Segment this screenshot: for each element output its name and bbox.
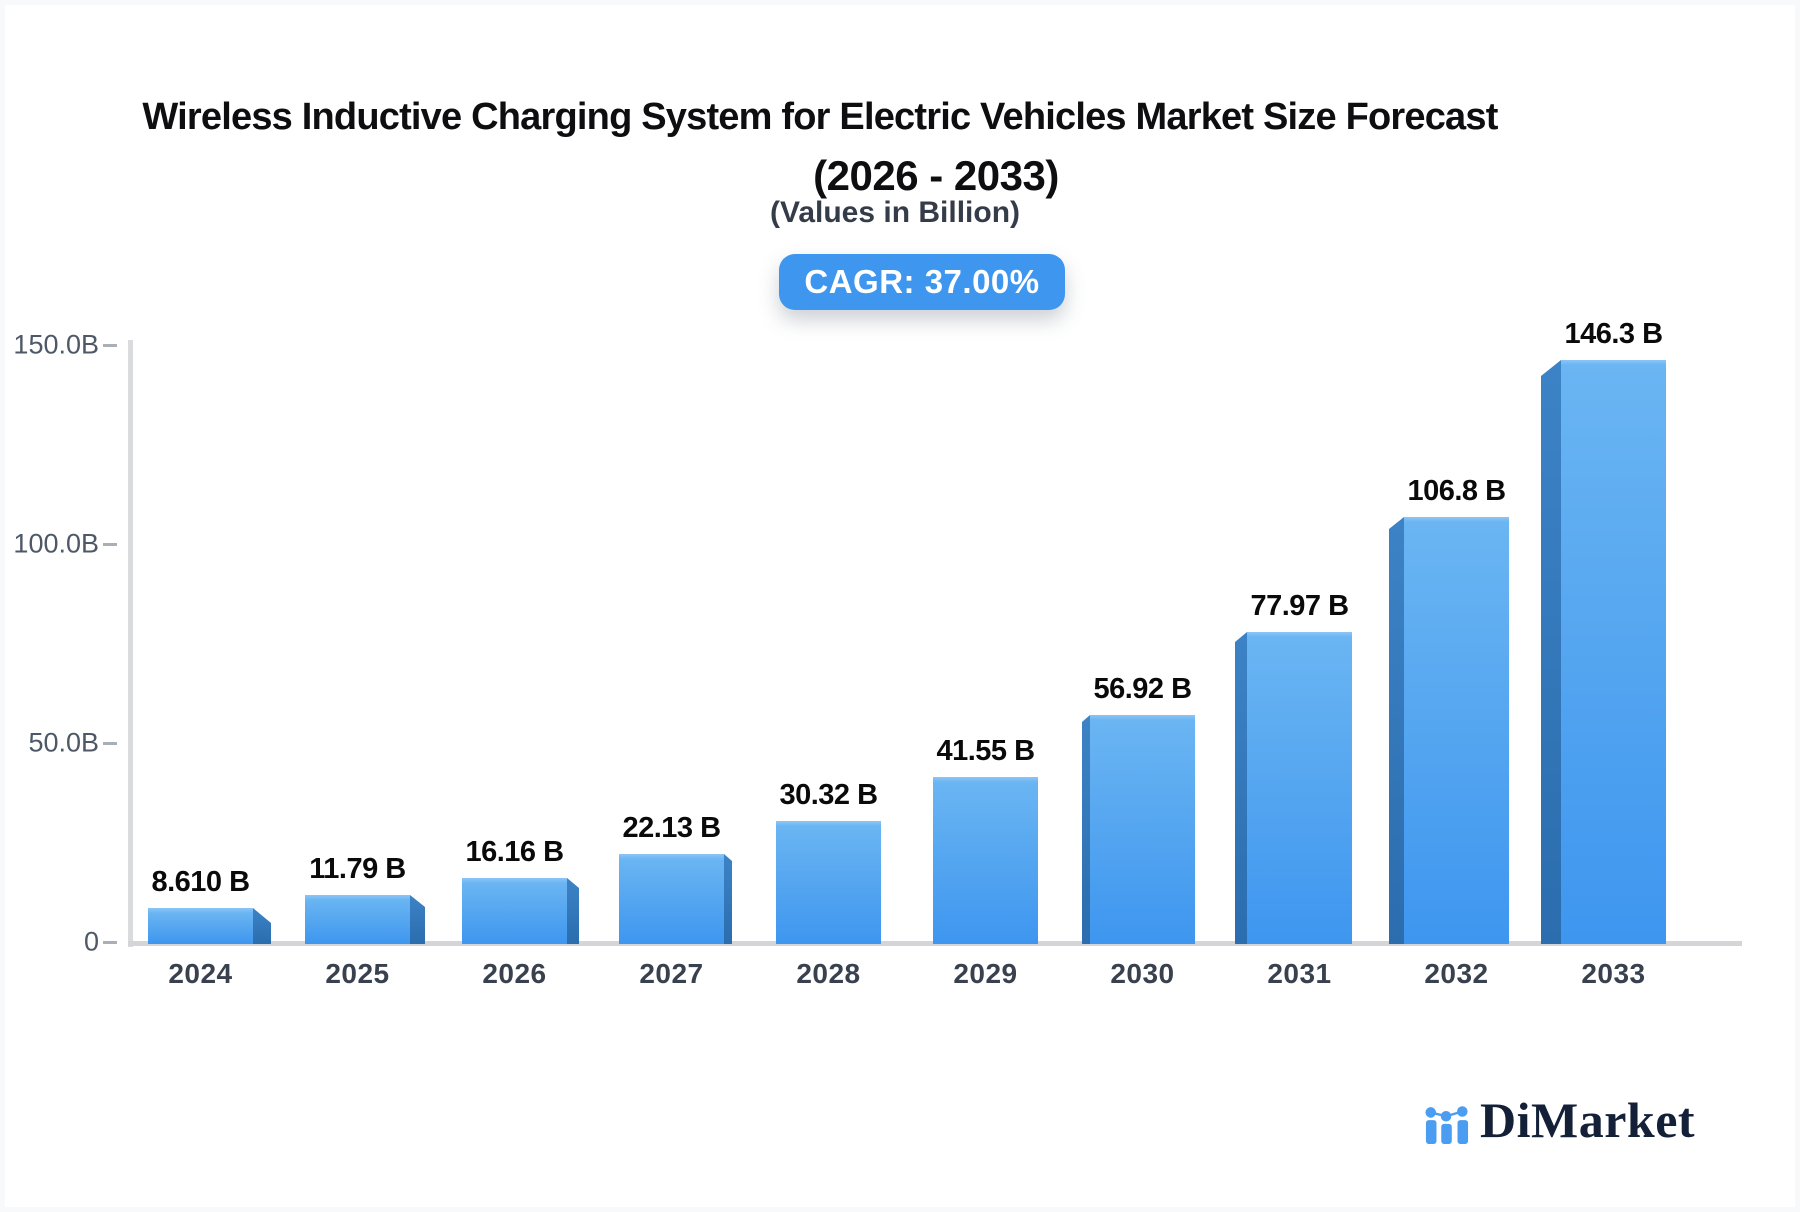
bar-3d-side [1541,360,1561,944]
x-axis-label-2032: 2032 [1424,958,1489,989]
bar-3d-side [1235,632,1247,944]
x-axis-label-2025: 2025 [325,958,390,989]
chart-title-line1: Wireless Inductive Charging System for E… [142,96,1498,138]
bar-2027 [619,854,724,944]
bar-3d-side [567,878,579,944]
x-axis-label-2026: 2026 [482,958,547,989]
chart-subtitle: (Values in Billion) [769,196,1021,229]
bar-3d-side [410,895,425,944]
bar-value-label: 41.55 B [936,735,1035,767]
bar-value-label: 22.13 B [622,812,721,844]
bar-2032 [1404,517,1509,944]
bar-2029 [933,777,1038,944]
brand-name: DiMarket [1480,1092,1696,1148]
cagr-badge: CAGR: 37.00% [779,254,1065,310]
y-axis-label: 50.0B [28,727,99,758]
bar-3d-side [1389,517,1404,944]
bar-2030 [1090,715,1195,944]
bar-2024 [148,908,253,944]
x-axis-label-2033: 2033 [1581,958,1646,989]
bar-2026 [462,878,567,944]
chart-title-line2: (2026 - 2033) [813,152,1059,199]
bar-3d-side [253,908,271,944]
bar-2028 [776,821,881,944]
y-axis-tick-mark [103,543,117,546]
y-axis-tick-mark [103,941,117,944]
x-axis-label-2028: 2028 [796,958,861,989]
y-axis-line [128,340,133,947]
bar-3d-side [724,854,732,944]
x-axis-label-2027: 2027 [639,958,704,989]
bar-value-label: 146.3 B [1564,318,1663,350]
bar-2033 [1561,360,1666,944]
y-axis-tick-mark [103,344,117,347]
bar-value-label: 106.8 B [1407,475,1506,507]
brand-logo: DiMarket [1424,1092,1696,1148]
x-axis-label-2030: 2030 [1110,958,1175,989]
bar-3d-side [1082,715,1090,944]
x-axis-label-2029: 2029 [953,958,1018,989]
bar-value-label: 30.32 B [779,779,878,811]
bar-chart-icon [1425,1106,1469,1144]
y-axis-label: 0 [83,926,99,957]
bar-value-label: 56.92 B [1093,673,1192,705]
bar-value-label: 77.97 B [1250,590,1349,622]
y-axis-tick-mark [103,742,117,745]
bar-value-label: 16.16 B [465,836,564,868]
bar-2025 [305,895,410,944]
bar-2031 [1247,632,1352,944]
y-axis-label: 150.0B [13,329,99,360]
x-axis-label-2024: 2024 [168,958,233,989]
bar-value-label: 8.610 B [151,866,250,898]
x-axis-label-2031: 2031 [1267,958,1332,989]
y-axis-label: 100.0B [13,528,99,559]
bar-value-label: 11.79 B [309,853,406,885]
